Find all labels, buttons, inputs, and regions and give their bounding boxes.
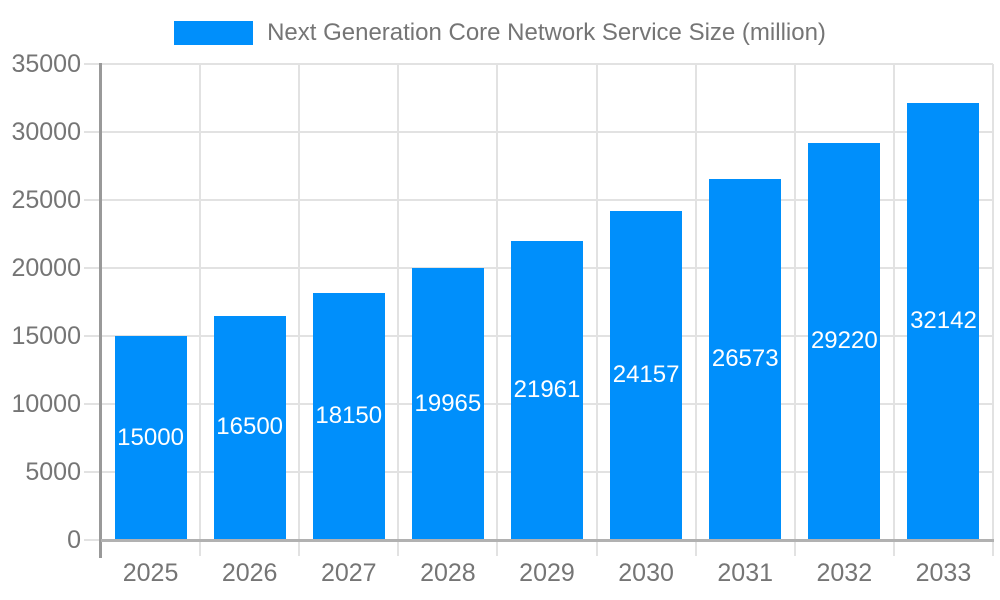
bar-value-label: 21961: [513, 376, 581, 404]
bar-value-label: 32142: [910, 306, 977, 334]
x-axis-tick-label: 2027: [320, 559, 377, 587]
bar[interactable]: 16500: [213, 315, 286, 539]
x-axis-tick-label: 2031: [717, 559, 774, 587]
y-axis-tick-label: 0: [67, 526, 81, 554]
y-axis-tick-label: 20000: [11, 254, 81, 282]
y-gridline: [84, 63, 993, 65]
x-gridline: [496, 64, 499, 556]
bar[interactable]: 15000: [114, 336, 187, 539]
y-axis-tick-label: 15000: [11, 322, 81, 350]
bar-value-label: 29220: [810, 326, 878, 354]
x-gridline: [199, 64, 202, 556]
x-axis-tick-label: 2029: [519, 559, 575, 587]
x-gridline: [298, 64, 301, 556]
bar-value-label: 26573: [711, 344, 779, 372]
legend-swatch-icon: [174, 21, 254, 45]
x-gridline: [892, 64, 895, 556]
bar[interactable]: 18150: [312, 293, 385, 539]
chart-legend[interactable]: Next Generation Core Network Service Siz…: [0, 19, 1000, 46]
x-axis-tick-label: 2030: [618, 559, 674, 587]
x-axis-tick-label: 2032: [816, 559, 873, 587]
y-gridline: [84, 131, 993, 133]
y-axis-tick-label: 10000: [11, 390, 81, 418]
bar-value-label: 18150: [315, 402, 383, 430]
x-gridline: [992, 64, 994, 556]
bar-value-label: 24157: [612, 361, 680, 389]
bar-value-label: 16500: [216, 413, 284, 441]
x-gridline: [694, 64, 697, 556]
x-axis-tick-label: 2028: [420, 559, 476, 587]
x-axis-tick-label: 2025: [122, 559, 179, 587]
y-axis-tick-label: 5000: [25, 458, 81, 486]
y-gridline: [84, 199, 993, 201]
y-axis-tick-label: 35000: [11, 50, 81, 78]
x-axis-tick-label: 2033: [915, 559, 972, 587]
bar-value-label: 19965: [414, 389, 482, 417]
x-gridline: [793, 64, 796, 556]
bar[interactable]: 24157: [610, 211, 683, 539]
x-axis-tick-label: 2026: [221, 559, 278, 587]
bar[interactable]: 29220: [808, 142, 881, 539]
y-axis-line: [99, 63, 102, 558]
x-gridline: [595, 64, 598, 556]
bar[interactable]: 32142: [907, 102, 980, 539]
y-axis-tick-label: 30000: [11, 118, 81, 146]
bar[interactable]: 21961: [511, 241, 583, 539]
legend-series-label: Next Generation Core Network Service Siz…: [267, 19, 826, 46]
bar[interactable]: 26573: [709, 178, 782, 539]
x-axis-line: [101, 539, 994, 542]
bar-value-label: 15000: [117, 423, 184, 451]
bar[interactable]: 19965: [411, 268, 484, 539]
y-axis-tick-label: 25000: [11, 186, 81, 214]
x-gridline: [397, 64, 400, 556]
